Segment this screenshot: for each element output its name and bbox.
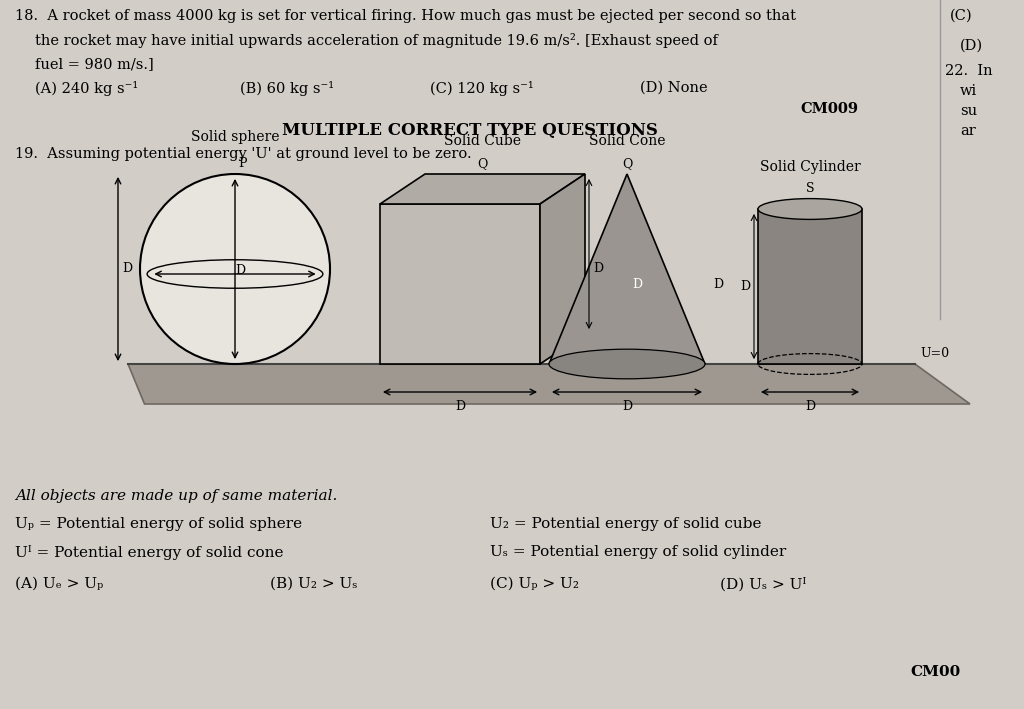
Text: ar: ar <box>961 124 976 138</box>
Text: (C): (C) <box>950 9 973 23</box>
Text: Uₚ = Potential energy of solid sphere: Uₚ = Potential energy of solid sphere <box>15 517 302 531</box>
Text: 19.  Assuming potential energy 'U' at ground level to be zero.: 19. Assuming potential energy 'U' at gro… <box>15 147 472 161</box>
Text: wi: wi <box>961 84 977 98</box>
Text: U=0: U=0 <box>920 347 949 360</box>
Text: (C) Uₚ > U₂: (C) Uₚ > U₂ <box>490 577 579 591</box>
Bar <box>758 209 862 364</box>
Text: fuel = 980 m/s.]: fuel = 980 m/s.] <box>35 57 154 71</box>
Text: Solid Cone: Solid Cone <box>589 134 666 148</box>
Text: CM009: CM009 <box>800 102 858 116</box>
Polygon shape <box>128 364 970 404</box>
Text: S: S <box>806 182 814 194</box>
Text: D: D <box>740 280 750 293</box>
Text: D: D <box>122 262 132 276</box>
Text: U₂ = Potential energy of solid cube: U₂ = Potential energy of solid cube <box>490 517 762 531</box>
Text: Solid Cube: Solid Cube <box>444 134 521 148</box>
Text: Solid sphere: Solid sphere <box>190 130 280 144</box>
Text: P: P <box>239 157 247 170</box>
Text: (A) 240 kg s⁻¹: (A) 240 kg s⁻¹ <box>35 81 138 96</box>
Text: All objects are made up of same material.: All objects are made up of same material… <box>15 489 337 503</box>
Text: CM00: CM00 <box>910 665 961 679</box>
Text: D: D <box>455 400 465 413</box>
Ellipse shape <box>549 349 705 379</box>
Text: Uᴵ = Potential energy of solid cone: Uᴵ = Potential energy of solid cone <box>15 545 284 560</box>
Text: D: D <box>805 400 815 413</box>
Polygon shape <box>540 174 585 364</box>
Text: su: su <box>961 104 977 118</box>
Polygon shape <box>549 174 705 364</box>
Text: (D): (D) <box>961 39 983 53</box>
Text: D: D <box>593 262 603 276</box>
Text: Q: Q <box>622 157 632 170</box>
Text: Uₛ = Potential energy of solid cylinder: Uₛ = Potential energy of solid cylinder <box>490 545 786 559</box>
Ellipse shape <box>140 174 330 364</box>
Text: the rocket may have initial upwards acceleration of magnitude 19.6 m/s². [Exhaus: the rocket may have initial upwards acce… <box>35 33 718 48</box>
Ellipse shape <box>758 199 862 219</box>
Text: D: D <box>713 278 723 291</box>
Text: D: D <box>234 264 245 277</box>
Text: (D) None: (D) None <box>640 81 708 95</box>
Text: MULTIPLE CORRECT TYPE QUESTIONS: MULTIPLE CORRECT TYPE QUESTIONS <box>282 122 658 139</box>
Text: (A) Uₑ > Uₚ: (A) Uₑ > Uₚ <box>15 577 103 591</box>
Text: (B) U₂ > Uₛ: (B) U₂ > Uₛ <box>270 577 357 591</box>
Text: 18.  A rocket of mass 4000 kg is set for vertical firing. How much gas must be e: 18. A rocket of mass 4000 kg is set for … <box>15 9 796 23</box>
Text: D: D <box>622 400 632 413</box>
Text: Q: Q <box>477 157 487 170</box>
Text: (B) 60 kg s⁻¹: (B) 60 kg s⁻¹ <box>240 81 334 96</box>
Text: (C) 120 kg s⁻¹: (C) 120 kg s⁻¹ <box>430 81 534 96</box>
Polygon shape <box>380 174 585 204</box>
Text: D: D <box>632 278 642 291</box>
Text: (D) Uₛ > Uᴵ: (D) Uₛ > Uᴵ <box>720 577 806 591</box>
Bar <box>380 204 540 364</box>
Text: Solid Cylinder: Solid Cylinder <box>760 160 860 174</box>
Text: 22.  In: 22. In <box>945 64 992 78</box>
